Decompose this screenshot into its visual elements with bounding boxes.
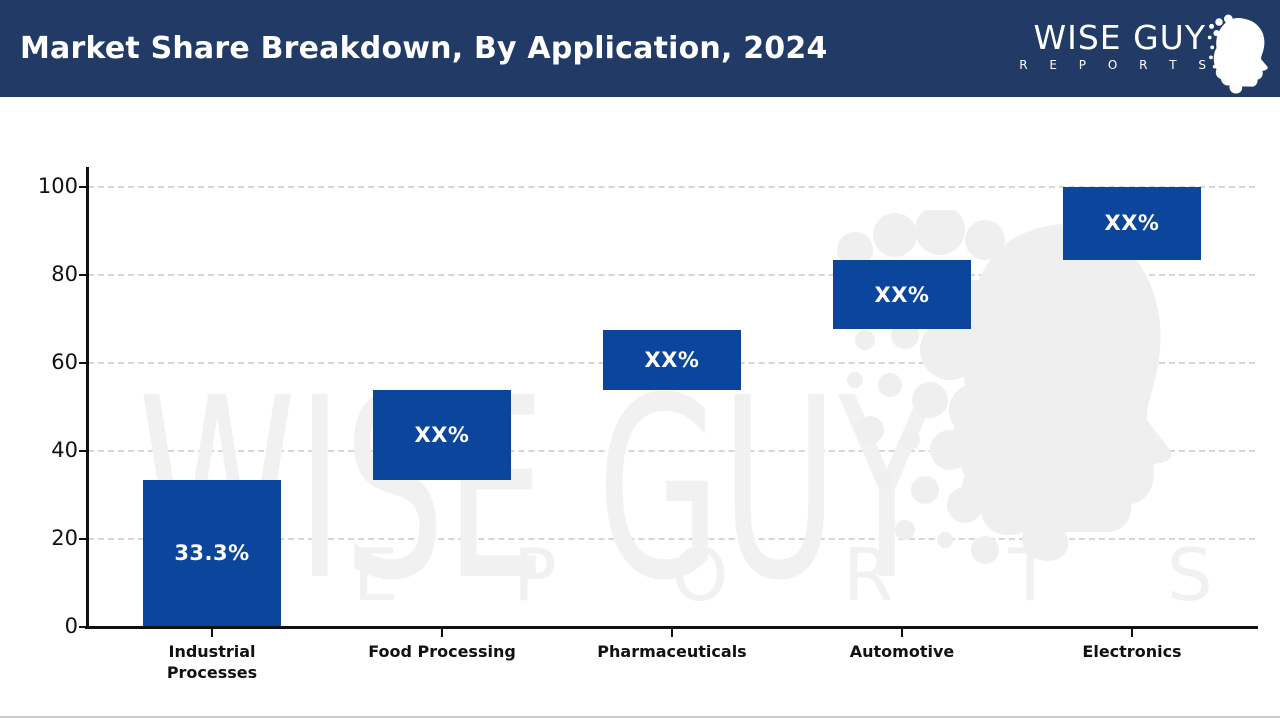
x-tick-label: Food Processing — [368, 642, 516, 661]
bar-industrial-processes: 33.3% — [143, 479, 281, 627]
y-tick-label: 60 — [51, 349, 78, 374]
x-tick-mark — [441, 629, 443, 637]
x-axis-line — [85, 626, 1258, 629]
bar-pharmaceuticals: XX% — [603, 329, 741, 390]
page-title: Market Share Breakdown, By Application, … — [20, 31, 828, 66]
y-tick-mark — [79, 273, 87, 276]
y-tick-label: 80 — [51, 261, 78, 286]
x-tick-mark — [671, 629, 673, 637]
gridline-y-40 — [88, 449, 1255, 452]
gridline-y-100 — [88, 185, 1255, 188]
bar-electronics: XX% — [1063, 186, 1201, 261]
wise-guy-reports-logo: WISE GUY R E P O R T S — [1008, 6, 1268, 94]
y-tick-mark — [79, 185, 87, 188]
logo-text: WISE GUY R E P O R T S — [1019, 20, 1206, 74]
y-tick-label: 20 — [51, 525, 78, 550]
y-tick-mark — [79, 449, 87, 452]
bar-value-label: XX% — [644, 347, 700, 372]
x-tick-mark — [901, 629, 903, 637]
y-tick-mark — [79, 537, 87, 540]
bottom-rule — [0, 716, 1280, 718]
x-tick-label: Automotive — [849, 642, 955, 661]
x-tick-label: Electronics — [1082, 642, 1182, 661]
y-tick-mark — [79, 361, 87, 364]
y-tick-label: 40 — [51, 437, 78, 462]
bar-value-label: XX% — [874, 282, 930, 307]
x-tick-mark — [211, 629, 213, 637]
watermark-subtext: R E P O R T S — [188, 533, 1259, 617]
logo-subtext: R E P O R T S — [1019, 58, 1215, 72]
logo-head-icon — [1207, 14, 1268, 94]
y-axis-line — [86, 167, 89, 629]
x-tick-label: Industrial Processes — [166, 642, 258, 682]
y-tick-mark — [79, 625, 87, 628]
y-tick-label: 100 — [37, 173, 78, 198]
logo-wordmark: WISE GUY — [1033, 18, 1206, 57]
x-tick-label: Pharmaceuticals — [597, 642, 747, 661]
gridline-y-80 — [88, 273, 1255, 276]
y-tick-label: 0 — [64, 613, 78, 638]
bar-value-label: 33.3% — [174, 541, 250, 566]
x-tick-mark — [1131, 629, 1133, 637]
bar-value-label: XX% — [1104, 211, 1160, 236]
bar-automotive: XX% — [833, 260, 971, 330]
header-banner: Market Share Breakdown, By Application, … — [0, 0, 1280, 97]
bar-food-processing: XX% — [373, 389, 511, 480]
gridline-y-20 — [88, 537, 1255, 540]
bar-value-label: XX% — [414, 422, 470, 447]
